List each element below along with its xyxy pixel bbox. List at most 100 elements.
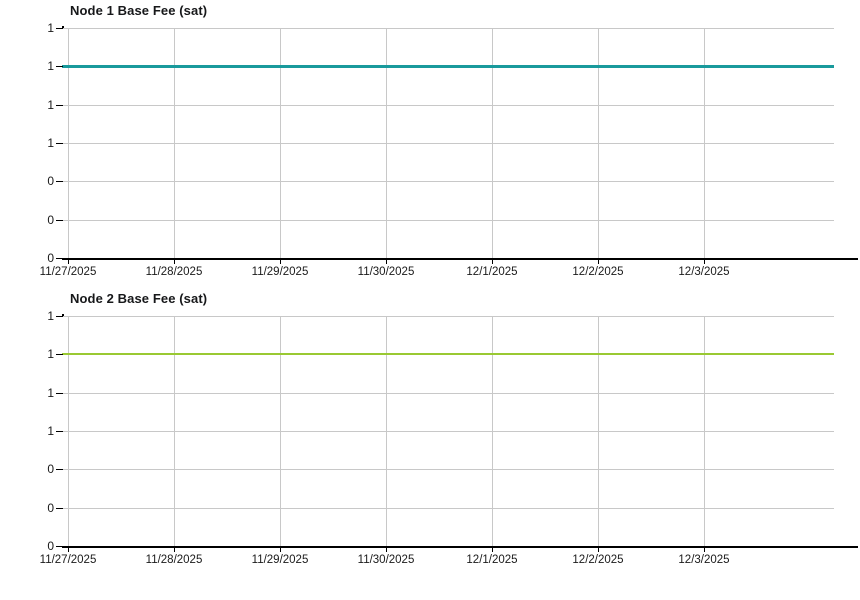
x-axis-tick <box>704 546 705 552</box>
gridline-vertical <box>492 316 493 546</box>
x-axis-tick-label: 12/2/2025 <box>572 266 624 278</box>
y-axis-tick-label: 0 <box>47 462 54 476</box>
x-axis-tick <box>386 546 387 552</box>
y-axis-tick-label: 1 <box>47 136 54 150</box>
x-axis-tick-label: 11/27/2025 <box>39 554 97 566</box>
gridline-horizontal <box>62 469 834 470</box>
x-axis-tick-label: 12/3/2025 <box>678 266 730 278</box>
y-axis-tick <box>56 181 63 182</box>
x-axis-tick <box>280 546 281 552</box>
x-axis-line-node-1 <box>62 258 858 260</box>
x-axis-tick <box>492 546 493 552</box>
y-axis-tick-label-wrap: 1 <box>0 348 54 360</box>
y-axis-tick-label-wrap: 0 <box>0 463 54 475</box>
y-axis-tick <box>56 28 63 29</box>
y-axis-tick-label: 1 <box>47 347 54 361</box>
x-axis-tick-label: 12/2/2025 <box>572 554 624 566</box>
gridline-horizontal <box>62 105 834 106</box>
x-axis-tick-label: 11/30/2025 <box>357 266 415 278</box>
gridline-vertical <box>174 316 175 546</box>
series-line <box>62 353 834 355</box>
series-data-point <box>279 65 282 68</box>
gridline-vertical <box>598 316 599 546</box>
x-axis-tick <box>280 258 281 264</box>
y-axis-tick <box>56 143 63 144</box>
y-axis-tick-label: 1 <box>47 21 54 35</box>
y-axis-tick <box>56 66 63 67</box>
gridline-horizontal <box>62 181 834 182</box>
chart-title-node-2: Node 2 Base Fee (sat) <box>70 291 208 306</box>
y-axis-tick-label: 1 <box>47 98 54 112</box>
gridline-vertical <box>280 28 281 258</box>
gridline-vertical <box>704 28 705 258</box>
x-axis-tick <box>174 546 175 552</box>
series-line <box>62 65 834 68</box>
y-axis-tick-label-wrap: 1 <box>0 22 54 34</box>
gridline-horizontal <box>62 143 834 144</box>
gridline-vertical <box>492 28 493 258</box>
y-axis-tick-label-wrap: 1 <box>0 387 54 399</box>
y-axis-tick <box>56 316 63 317</box>
chart-panel-node-1: Node 1 Base Fee (sat) 1 1 1 1 0 0 0 11/27/2025 1… <box>0 0 860 285</box>
y-axis-tick-label-wrap: 1 <box>0 310 54 322</box>
y-axis-tick-label-wrap: 1 <box>0 60 54 72</box>
y-axis-tick <box>56 431 63 432</box>
x-axis-tick-label: 11/27/2025 <box>39 266 97 278</box>
y-axis-tick <box>56 354 63 355</box>
x-axis-tick <box>704 258 705 264</box>
y-axis-tick-label-wrap: 0 <box>0 540 54 552</box>
x-axis-tick-label: 11/28/2025 <box>145 554 203 566</box>
x-axis-tick <box>68 546 69 552</box>
gridline-horizontal <box>62 220 834 221</box>
y-axis-tick-label: 0 <box>47 251 54 265</box>
y-axis-tick <box>56 393 63 394</box>
series-data-point <box>491 65 494 68</box>
gridline-vertical <box>704 316 705 546</box>
gridline-horizontal <box>62 508 834 509</box>
x-axis-tick-label: 12/1/2025 <box>466 554 518 566</box>
gridline-vertical <box>386 28 387 258</box>
y-axis-tick-label-wrap: 0 <box>0 252 54 264</box>
y-axis-tick-label-wrap: 1 <box>0 99 54 111</box>
plot-area-node-1 <box>62 28 834 258</box>
y-axis-tick-label: 0 <box>47 213 54 227</box>
gridline-horizontal <box>62 316 834 317</box>
series-data-point <box>385 65 388 68</box>
gridline-horizontal <box>62 393 834 394</box>
gridline-vertical <box>68 316 69 546</box>
x-axis-tick-label: 11/29/2025 <box>251 266 309 278</box>
x-axis-tick <box>492 258 493 264</box>
y-axis-tick-label-wrap: 0 <box>0 175 54 187</box>
gridline-vertical <box>386 316 387 546</box>
y-axis-tick <box>56 546 63 547</box>
series-data-point <box>703 65 706 68</box>
x-axis-tick <box>598 258 599 264</box>
y-axis-tick-label-wrap: 0 <box>0 214 54 226</box>
y-axis-tick <box>56 105 63 106</box>
x-axis-tick-label: 11/29/2025 <box>251 554 309 566</box>
x-axis-line-node-2 <box>62 546 858 548</box>
gridline-horizontal <box>62 28 834 29</box>
series-data-point <box>173 65 176 68</box>
y-axis-tick-label: 1 <box>47 424 54 438</box>
y-axis-tick <box>56 258 63 259</box>
gridline-horizontal <box>62 431 834 432</box>
chart-panel-node-2: Node 2 Base Fee (sat) 1 1 1 1 0 0 0 11/27/2025 1… <box>0 288 860 573</box>
x-axis-tick <box>68 258 69 264</box>
x-axis-tick <box>598 546 599 552</box>
y-axis-tick-label-wrap: 0 <box>0 502 54 514</box>
x-axis-tick-label: 12/3/2025 <box>678 554 730 566</box>
x-axis-tick-label: 12/1/2025 <box>466 266 518 278</box>
y-axis-tick-label: 0 <box>47 174 54 188</box>
x-axis-tick-label: 11/30/2025 <box>357 554 415 566</box>
chart-title-node-1: Node 1 Base Fee (sat) <box>70 3 208 18</box>
y-axis-tick <box>56 220 63 221</box>
x-axis-tick-label: 11/28/2025 <box>145 266 203 278</box>
plot-area-node-2 <box>62 316 834 546</box>
y-axis-tick <box>56 469 63 470</box>
x-axis-tick <box>174 258 175 264</box>
y-axis-tick-label: 1 <box>47 59 54 73</box>
series-data-point <box>67 65 70 68</box>
y-axis-tick-label-wrap: 1 <box>0 425 54 437</box>
